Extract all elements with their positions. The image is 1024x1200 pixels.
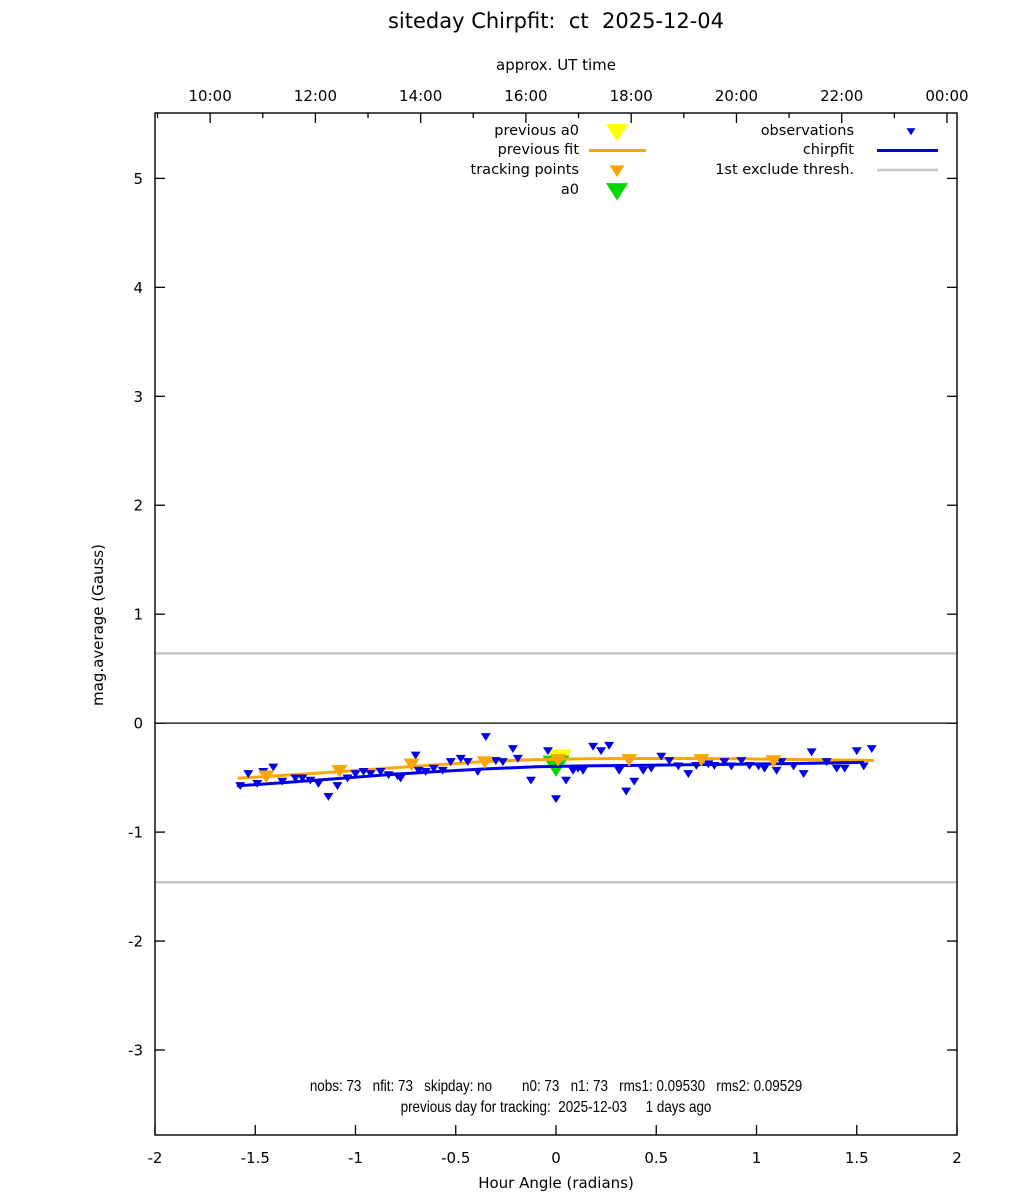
chart-title: siteday Chirpfit: ct 2025-12-04 (387, 9, 725, 33)
svg-text:-2: -2 (128, 933, 143, 951)
svg-text:-1: -1 (128, 824, 143, 842)
tracking-points (258, 754, 782, 784)
svg-text:-2: -2 (148, 1149, 163, 1167)
svg-text:1: 1 (133, 606, 143, 624)
svg-text:18:00: 18:00 (610, 87, 653, 105)
top-axis-label: approx. UT time (496, 56, 616, 74)
stats-line-1: nobs: 73 nfit: 73 skipday: no n0: 73 n1:… (309, 1078, 803, 1095)
stats-line-2: previous day for tracking: 2025-12-03 1 … (400, 1099, 712, 1116)
svg-text:22:00: 22:00 (820, 87, 863, 105)
legend-label-observations: observations (760, 123, 854, 139)
svg-text:-0.5: -0.5 (441, 1149, 470, 1167)
svg-text:-3: -3 (128, 1042, 143, 1060)
svg-text:12:00: 12:00 (294, 87, 337, 105)
svg-text:00:00: 00:00 (925, 87, 968, 105)
svg-text:0.5: 0.5 (644, 1149, 668, 1167)
svg-text:0: 0 (133, 715, 143, 733)
legend-label-exclude-thresh: 1st exclude thresh. (715, 162, 854, 178)
legend-label-previous-a0: previous a0 (494, 123, 579, 139)
svg-text:16:00: 16:00 (504, 87, 547, 105)
svg-text:5: 5 (133, 170, 143, 188)
svg-text:10:00: 10:00 (189, 87, 232, 105)
svg-text:2: 2 (133, 497, 143, 515)
svg-text:4: 4 (133, 279, 143, 297)
svg-text:14:00: 14:00 (399, 87, 442, 105)
svg-text:0: 0 (551, 1149, 561, 1167)
x-axis-ticks: -2 -1.5 -1 -0.5 0 0.5 1 1.5 2 (148, 1125, 962, 1167)
chirpfit-line (236, 760, 865, 788)
top-axis-ticks: 10:00 12:00 14:00 16:00 18:00 20:00 22:00 00:00 (156, 87, 969, 123)
observations-points (235, 733, 877, 804)
x-axis-label: Hour Angle (radians) (478, 1174, 634, 1192)
y-axis-label: mag.average (Gauss) (89, 544, 107, 706)
legend-label-tracking-points: tracking points (470, 162, 579, 178)
legend-swatches (589, 124, 938, 201)
svg-text:2: 2 (952, 1149, 962, 1167)
plot-border (154, 112, 958, 1136)
y-axis-ticks: 5 4 3 2 1 0 -1 -2 -3 (128, 170, 957, 1060)
svg-text:20:00: 20:00 (715, 87, 758, 105)
legend-label-a0: a0 (560, 182, 579, 198)
legend-label-previous-fit: previous fit (497, 142, 579, 158)
svg-text:1.5: 1.5 (845, 1149, 869, 1167)
svg-text:1: 1 (752, 1149, 762, 1167)
svg-text:-1.5: -1.5 (241, 1149, 270, 1167)
legend-label-chirpfit: chirpfit (802, 142, 854, 158)
svg-text:3: 3 (133, 388, 143, 406)
exclude-threshold-lines (155, 652, 957, 884)
svg-text:-1: -1 (348, 1149, 363, 1167)
